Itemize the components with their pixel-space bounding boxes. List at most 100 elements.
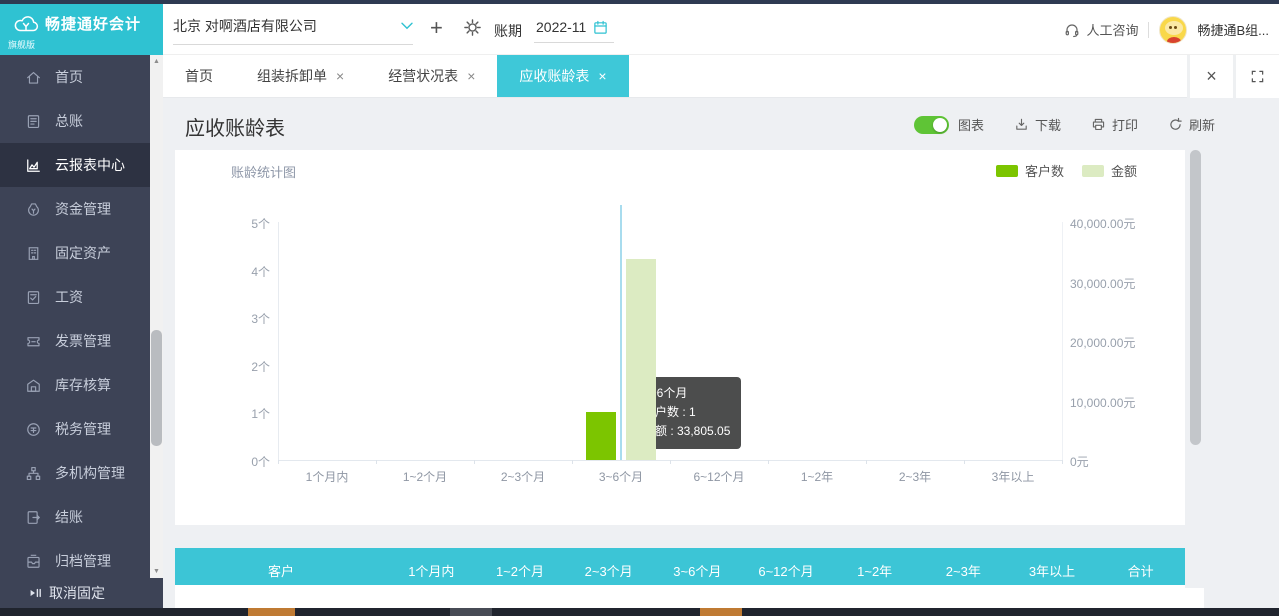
sidebar-item-archive[interactable]: 归档管理 [0, 539, 163, 583]
settings-gear-icon[interactable] [463, 18, 482, 37]
tab-bar: 首页 组装拆卸单 × 经营状况表 × 应收账龄表 × [163, 55, 1279, 98]
x-axis-tick [572, 460, 573, 464]
table-header-cell: 2~3个月 [584, 564, 633, 579]
download-button[interactable]: 下载 [1014, 115, 1061, 134]
table-header-cell: 合计 [1127, 564, 1154, 579]
sidebar-item-cloud-reports[interactable]: 云报表中心 [0, 143, 163, 187]
taskbar-item[interactable] [700, 608, 742, 616]
table-header-cell: 3~6个月 [673, 564, 722, 579]
tab-receivable-aging[interactable]: 应收账龄表 × [497, 55, 629, 97]
user-menu[interactable]: 畅捷通B组... [1197, 23, 1269, 38]
close-tab-icon[interactable]: × [467, 68, 476, 84]
y-axis-left-label: 4个 [251, 264, 270, 279]
x-axis-tick [768, 460, 769, 464]
chart-title: 账龄统计图 [231, 165, 297, 180]
archive-box-icon [25, 553, 42, 570]
y-axis-left-label: 3个 [251, 312, 270, 327]
sidebar-item-label: 税务管理 [55, 421, 111, 437]
sidebar-scroll-thumb[interactable] [151, 330, 162, 446]
tooltip-line: 客户数 : 1 [643, 405, 696, 419]
sidebar-item-multi-org[interactable]: 多机构管理 [0, 451, 163, 495]
close-tab-icon[interactable]: × [598, 68, 607, 84]
user-avatar[interactable] [1159, 15, 1188, 44]
table-header-row: 客户 1个月内 1~2个月 2~3个月 3~6个月 6~12个月 1~2年 2~… [175, 548, 1185, 585]
y-axis-right-label: 10,000.00元 [1070, 395, 1136, 410]
table-body [175, 585, 1185, 608]
y-axis-left-label: 1个 [251, 407, 270, 422]
report-toolbar: 图表 下载 打印 刷新 [913, 115, 1215, 134]
table-header-cell: 1个月内 [408, 564, 455, 579]
tab-label: 首页 [185, 68, 213, 84]
unpin-label: 取消固定 [49, 585, 105, 601]
unpin-sidebar-button[interactable]: 取消固定 [0, 578, 163, 608]
toggle-label: 图表 [957, 118, 984, 133]
tab-operating-status[interactable]: 经营状况表 × [366, 55, 497, 97]
building-icon [25, 245, 42, 262]
download-icon [1014, 117, 1029, 132]
tab-label: 组装拆卸单 [257, 68, 327, 84]
y-axis-right-label: 20,000.00元 [1070, 336, 1136, 350]
y-axis-left-label: 5个 [251, 217, 270, 231]
tooltip-line: 金额 : 33,805.05 [643, 424, 731, 438]
period-picker[interactable]: 2022-11 [534, 19, 615, 43]
sidebar-item-funds[interactable]: 资金管理 [0, 187, 163, 231]
new-account-set-button[interactable]: + [430, 15, 443, 40]
chevron-down-icon [401, 22, 413, 30]
refresh-button[interactable]: 刷新 [1168, 115, 1215, 134]
chart-legend: 客户数 金额 [995, 161, 1137, 180]
aging-table: 客户 1个月内 1~2个月 2~3个月 3~6个月 6~12个月 1~2年 2~… [175, 548, 1185, 608]
tab-assembly-order[interactable]: 组装拆卸单 × [235, 55, 366, 97]
company-selector[interactable]: 北京 对啊酒店有限公司 [173, 16, 413, 45]
sidebar-item-inventory[interactable]: 库存核算 [0, 363, 163, 407]
chart-plot: 3~6个月 客户数 : 1 金额 : 33,805.05 5个 4个 3个 2个 1个 0… [175, 150, 1185, 525]
legend-amount[interactable]: 金额 [1081, 161, 1137, 180]
sidebar-item-label: 库存核算 [55, 377, 111, 393]
x-axis-label: 3~6个月 [598, 470, 644, 484]
x-axis-tick [1062, 460, 1063, 464]
chart-view-toggle[interactable] [913, 115, 949, 134]
sidebar-item-fixed-assets[interactable]: 固定资产 [0, 231, 163, 275]
scrollbar-corner [1185, 588, 1204, 608]
brand-logo[interactable]: 畅捷通好会计 旗舰版 [0, 4, 163, 55]
close-all-tabs-button[interactable]: × [1190, 55, 1233, 98]
content-scrollbar[interactable] [1189, 150, 1202, 607]
sidebar-item-general-ledger[interactable]: 总账 [0, 99, 163, 143]
sidebar-item-label: 发票管理 [55, 333, 111, 349]
sidebar-item-label: 固定资产 [55, 245, 111, 261]
legend-customer-count[interactable]: 客户数 [995, 161, 1064, 180]
sidebar-item-salary[interactable]: 工资 [0, 275, 163, 319]
table-header-cell: 1~2年 [857, 564, 893, 579]
support-link[interactable]: 人工咨询 [1064, 20, 1138, 39]
taskbar-item[interactable] [450, 608, 492, 616]
accounting-period: 账期 2022-11 [494, 19, 615, 43]
close-tab-icon[interactable]: × [336, 68, 345, 84]
closing-book-icon [25, 509, 42, 526]
legend-swatch-amount [1081, 164, 1104, 177]
tab-home[interactable]: 首页 [163, 55, 235, 97]
y-axis-left [278, 222, 279, 460]
printer-icon [1091, 117, 1106, 132]
scroll-up-icon[interactable]: ▲ [153, 58, 160, 65]
content-scroll-thumb[interactable] [1190, 150, 1201, 445]
home-icon [25, 69, 42, 86]
period-label: 账期 [494, 23, 522, 39]
sidebar-item-closing[interactable]: 结账 [0, 495, 163, 539]
y-axis-left-label: 2个 [251, 359, 270, 374]
os-taskbar-strip [0, 608, 1279, 616]
fullscreen-button[interactable] [1236, 55, 1279, 98]
sidebar-item-tax[interactable]: 税务管理 [0, 407, 163, 451]
sidebar-item-label: 资金管理 [55, 201, 111, 217]
taskbar-item[interactable] [248, 608, 295, 616]
sidebar-item-label: 云报表中心 [55, 157, 125, 173]
sidebar-scrollbar[interactable]: ▲ ▼ [150, 55, 163, 578]
print-button[interactable]: 打印 [1091, 115, 1138, 134]
axis-pointer-line [620, 205, 622, 460]
tab-controls: × [1187, 55, 1279, 98]
x-axis-label: 1个月内 [305, 470, 349, 484]
sidebar-item-home[interactable]: 首页 [0, 55, 163, 99]
table-header-cell: 1~2个月 [495, 564, 545, 579]
sidebar-item-invoices[interactable]: 发票管理 [0, 319, 163, 363]
y-axis-right-label: 30,000.00元 [1070, 276, 1136, 291]
scroll-down-icon[interactable]: ▼ [153, 568, 160, 575]
